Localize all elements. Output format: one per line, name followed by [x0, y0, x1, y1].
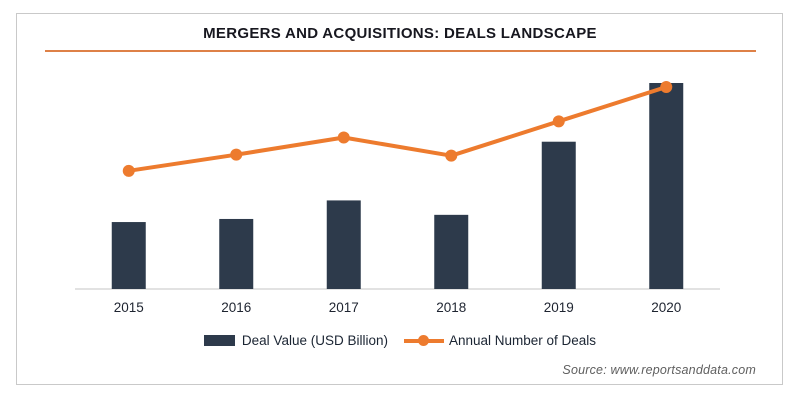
legend-label-annual-deals: Annual Number of Deals [448, 333, 597, 348]
marker-dot-icon [418, 335, 430, 346]
legend-item-deal-value: Deal Value (USD Billion) [203, 333, 388, 348]
bar-2017 [326, 200, 361, 289]
bar-swatch-icon [203, 335, 235, 346]
line-marker-2020 [660, 81, 673, 93]
annual-deals-line [126, 85, 669, 173]
legend: Deal Value (USD Billion) Annual Number o… [0, 333, 800, 348]
line-marker-swatch-icon [403, 335, 444, 346]
bar-2016 [219, 218, 254, 289]
bar-2015 [111, 222, 146, 289]
chart-title: MERGERS AND ACQUISITIONS: DEALS LANDSCAP… [203, 25, 597, 42]
title-underline [45, 50, 756, 52]
legend-item-annual-deals: Annual Number of Deals [403, 333, 597, 348]
combo-chart: 2015 2016 2017 2018 2019 2020 [75, 81, 720, 315]
x-label-2017: 2017 [329, 300, 359, 315]
x-label-2020: 2020 [651, 300, 681, 315]
line-marker-2016 [230, 148, 243, 161]
bar-2018 [434, 214, 469, 289]
legend-label-deal-value: Deal Value (USD Billion) [241, 333, 388, 348]
bar-2019 [541, 141, 576, 289]
line-marker-2019 [552, 115, 565, 128]
line-marker-2015 [122, 164, 135, 177]
x-label-2019: 2019 [544, 300, 574, 315]
line-marker-2017 [337, 131, 350, 144]
x-label-2015: 2015 [114, 300, 144, 315]
source-attribution: Source: www.reportsanddata.com [562, 363, 756, 377]
line-marker-2018 [445, 149, 458, 162]
bar-2020 [649, 83, 684, 289]
x-label-2018: 2018 [436, 300, 466, 315]
x-label-2016: 2016 [221, 300, 251, 315]
